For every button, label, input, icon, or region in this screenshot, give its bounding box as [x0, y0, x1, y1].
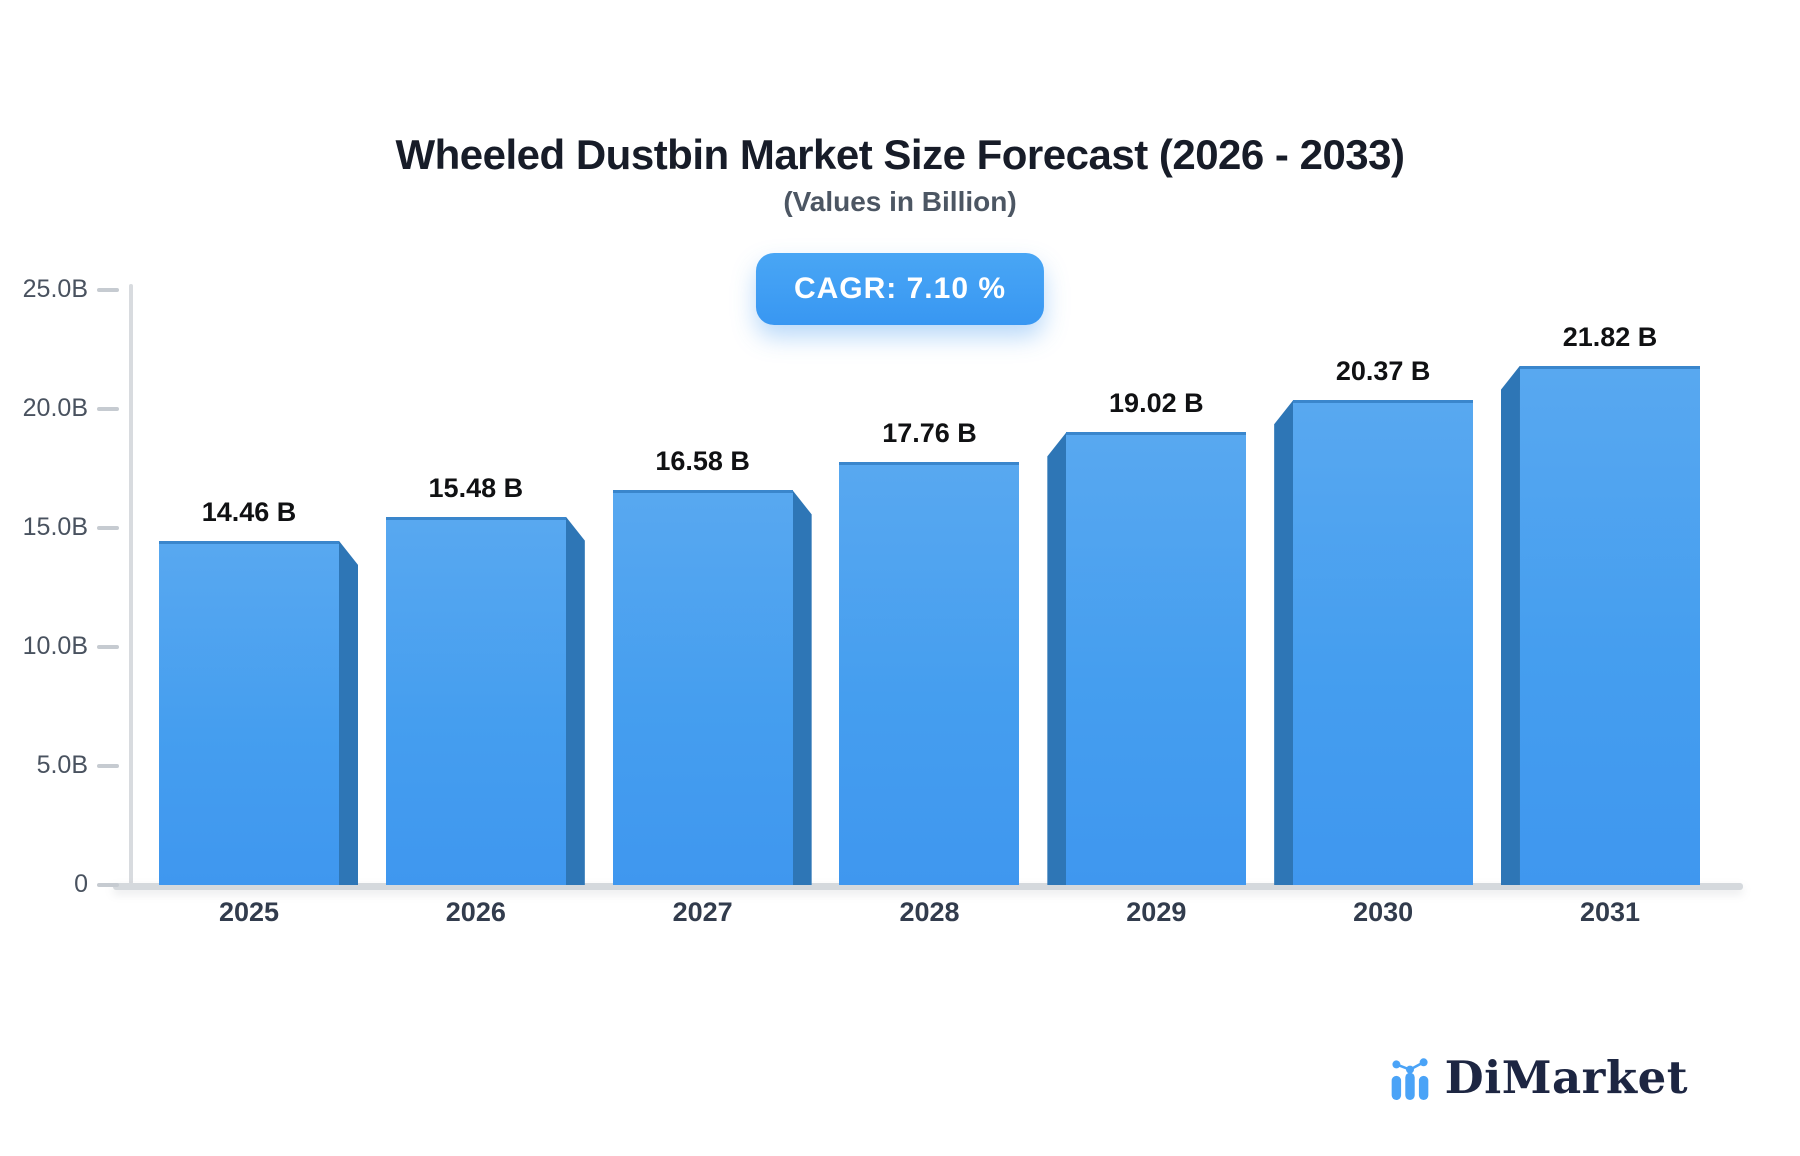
- bar-value-label: 21.82 B: [1562, 321, 1658, 352]
- y-tick-label: 25.0B: [22, 275, 88, 303]
- y-tick-label: 0: [74, 870, 88, 898]
- x-axis-label: 2025: [218, 897, 280, 927]
- bar-side-face: [1500, 365, 1520, 885]
- y-tick-dash: [97, 883, 119, 887]
- bar-side-face: [792, 490, 812, 885]
- bar-value-label: 20.37 B: [1335, 356, 1431, 387]
- dimarket-logo-icon: [1391, 1058, 1428, 1100]
- brand-logo: DiMarket: [1389, 1051, 1688, 1104]
- chart-subtitle: (Values in Billion): [783, 186, 1017, 218]
- y-tick-label: 15.0B: [22, 513, 88, 541]
- chart-title: Wheeled Dustbin Market Size Forecast (20…: [395, 131, 1405, 179]
- bar-face: [385, 516, 566, 885]
- x-axis-label: 2026: [445, 897, 506, 927]
- y-tick-label: 5.0B: [36, 751, 88, 779]
- brand-name: DiMarket: [1444, 1051, 1688, 1104]
- bar-side-face: [1047, 432, 1067, 885]
- bar-face: [1066, 432, 1247, 885]
- x-axis-label: 2027: [672, 897, 733, 927]
- bar-value-label: 16.58 B: [655, 446, 750, 477]
- bar-face: [612, 490, 793, 885]
- x-axis-label: 2028: [899, 897, 960, 927]
- x-axis-label: 2029: [1126, 897, 1187, 927]
- y-tick-dash: [97, 764, 119, 768]
- y-tick-label: 10.0B: [22, 632, 88, 660]
- bar-value-label: 17.76 B: [882, 418, 977, 449]
- bar-value-label: 15.48 B: [428, 472, 524, 503]
- y-tick-label: 20.0B: [22, 394, 88, 422]
- bar-side-face: [565, 516, 585, 885]
- bar-side-face: [1274, 400, 1294, 885]
- bar-face: [839, 462, 1020, 885]
- bar-face: [1293, 400, 1474, 885]
- bar-face: [1519, 365, 1700, 885]
- y-tick-dash: [97, 645, 119, 649]
- y-tick-dash: [97, 288, 119, 292]
- x-axis-label: 2030: [1353, 897, 1414, 927]
- bar-side-face: [339, 540, 358, 885]
- x-axis-label: 2031: [1579, 897, 1641, 927]
- x-axis-line: [113, 883, 1743, 890]
- cagr-badge: CAGR: 7.10 %: [755, 253, 1045, 325]
- bar-value-label: 19.02 B: [1109, 388, 1204, 419]
- y-tick-dash: [97, 407, 119, 411]
- y-axis-line: [129, 284, 133, 884]
- bar-face: [159, 540, 339, 885]
- y-tick-dash: [97, 526, 119, 530]
- bar-value-label: 14.46 B: [201, 496, 297, 527]
